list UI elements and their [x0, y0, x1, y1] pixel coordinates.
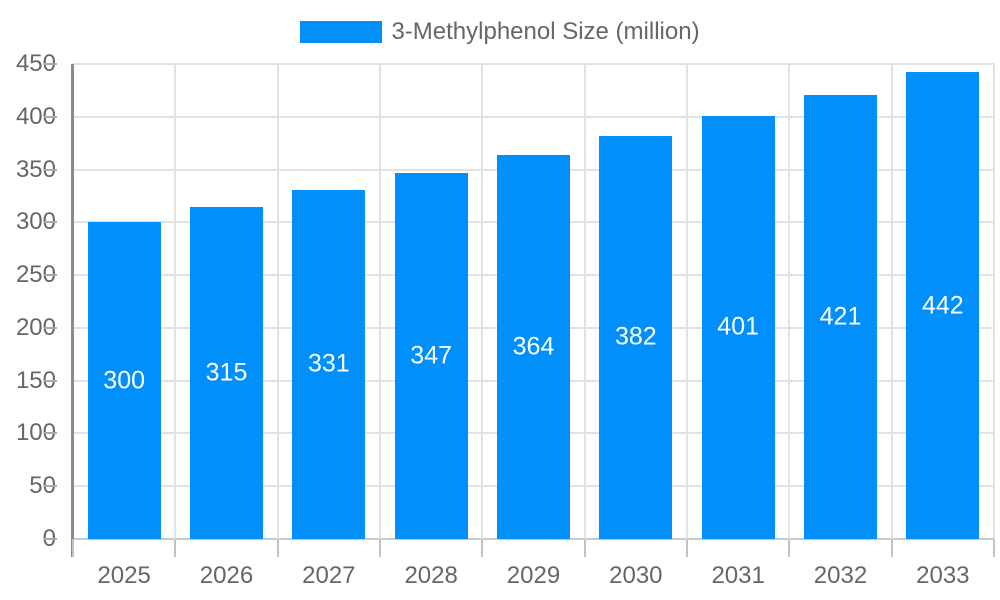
x-tick-mark [686, 539, 688, 557]
bar-value-label: 364 [512, 332, 555, 361]
bar-value-label: 382 [614, 322, 657, 351]
bar-2029 [497, 154, 570, 539]
bar-2031 [701, 115, 775, 539]
y-tick-mark [44, 115, 57, 118]
gridline-vertical [583, 64, 586, 539]
gridline-vertical [276, 64, 279, 539]
y-tick-mark [44, 432, 57, 435]
y-tick-mark [44, 221, 57, 224]
x-axis-tick-label: 2027 [302, 562, 356, 589]
y-tick-mark [44, 326, 57, 329]
bar-value-label: 347 [410, 341, 453, 370]
x-axis-tick-label: 2026 [199, 562, 254, 589]
x-axis-tick-label: 2028 [404, 562, 458, 589]
x-tick-mark [276, 539, 279, 557]
x-axis-tick-label: 2029 [506, 562, 561, 589]
x-axis-tick-label: 2032 [813, 562, 868, 589]
gridline-vertical [686, 64, 688, 539]
x-tick-mark [72, 539, 74, 557]
bar-value-label: 331 [307, 349, 350, 378]
plot-area: 300 315 331 347 364 382 401 421 442 [72, 63, 995, 540]
x-tick-mark [481, 539, 484, 557]
gridline-vertical [481, 64, 484, 539]
bar-2033 [906, 72, 980, 539]
x-axis-tick-label: 2033 [916, 562, 970, 589]
y-tick-mark [44, 168, 57, 171]
gridline-horizontal [73, 63, 994, 65]
x-axis-tick-label: 2025 [97, 562, 151, 589]
gridline-vertical [174, 64, 177, 539]
x-tick-mark [174, 539, 177, 557]
bar-2030 [599, 135, 673, 539]
x-tick-mark [379, 539, 381, 557]
y-tick-mark [44, 63, 57, 65]
y-tick-mark [44, 538, 57, 540]
bar-value-label: 401 [717, 312, 760, 341]
legend[interactable]: 3-Methylphenol Size (million) [0, 18, 1000, 46]
x-axis-tick-label: 2030 [609, 562, 663, 589]
bar-value-label: 442 [921, 291, 964, 320]
gridline-horizontal [73, 538, 994, 540]
bar-2028 [394, 172, 468, 539]
gridline-vertical [379, 64, 381, 539]
bar-2025 [87, 222, 161, 539]
bar-2026 [190, 206, 263, 539]
gridline-vertical [890, 64, 893, 539]
gridline-vertical [993, 64, 995, 539]
bar-value-label: 315 [205, 358, 248, 387]
x-tick-mark [583, 539, 586, 557]
x-tick-mark [993, 539, 995, 557]
y-tick-mark [44, 485, 57, 488]
x-tick-mark [890, 539, 893, 557]
bar-value-label: 300 [103, 366, 146, 395]
x-tick-mark [788, 539, 791, 557]
bar-2027 [292, 189, 366, 539]
y-tick-mark [44, 274, 57, 277]
x-axis-tick-label: 2031 [711, 562, 765, 589]
y-tick-mark [44, 379, 57, 382]
gridline-horizontal [73, 115, 994, 118]
bar-2032 [804, 94, 877, 539]
gridline-vertical [788, 64, 791, 539]
bar-value-label: 421 [819, 302, 862, 331]
legend-label: 3-Methylphenol Size (million) [391, 18, 700, 45]
y-axis-line [71, 64, 74, 557]
legend-swatch-icon [300, 21, 383, 43]
